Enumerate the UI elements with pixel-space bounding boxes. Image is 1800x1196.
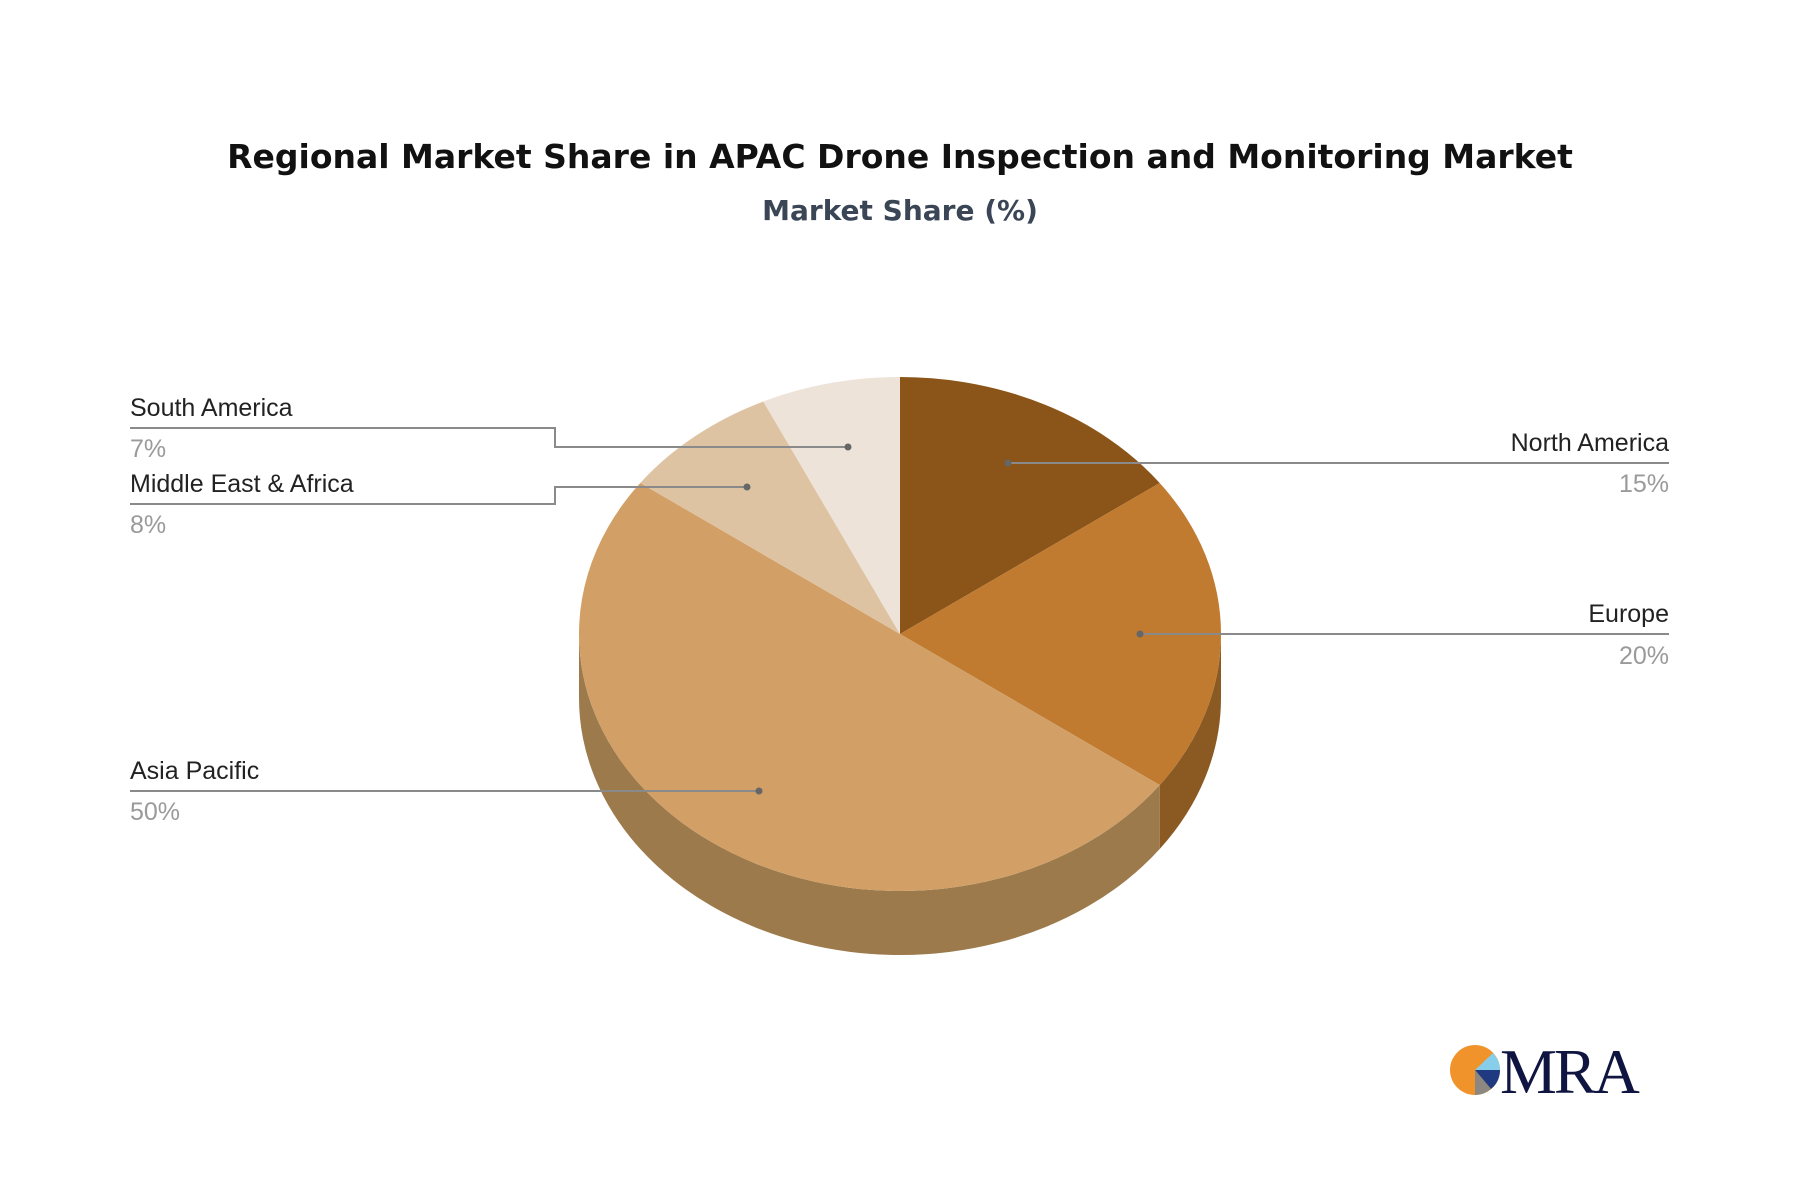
value-label-europe: 20% xyxy=(1619,642,1669,670)
value-label-north-america: 15% xyxy=(1619,470,1669,498)
slice-south-america[interactable] xyxy=(763,377,900,634)
leader-dot-middle-east-africa xyxy=(743,483,751,491)
logo-text: MRA xyxy=(1500,1036,1640,1107)
slice-north-america[interactable] xyxy=(900,377,1160,634)
slice-middle-east-africa[interactable] xyxy=(640,401,900,634)
label-middle-east-africa: Middle East & Africa xyxy=(130,470,354,498)
label-europe: Europe xyxy=(1588,600,1669,628)
slice-side-asia-pacific xyxy=(579,634,1160,955)
value-label-south-america: 7% xyxy=(130,435,166,463)
leader-dot-south-america xyxy=(844,443,852,451)
value-label-middle-east-africa: 8% xyxy=(130,511,166,539)
leader-dot-europe xyxy=(1136,630,1144,638)
slice-europe[interactable] xyxy=(900,482,1221,786)
label-south-america: South America xyxy=(130,394,293,422)
leader-dot-asia-pacific xyxy=(755,787,763,795)
label-north-america: North America xyxy=(1511,429,1669,457)
slice-side-europe xyxy=(1159,634,1221,850)
leader-line-south-america xyxy=(130,427,848,448)
chart-title: Regional Market Share in APAC Drone Insp… xyxy=(227,137,1573,176)
leader-dot-north-america xyxy=(1004,459,1012,467)
slice-asia-pacific[interactable] xyxy=(579,482,1160,891)
value-label-asia-pacific: 50% xyxy=(130,798,180,826)
leader-line-middle-east-africa xyxy=(130,486,747,505)
label-asia-pacific: Asia Pacific xyxy=(130,757,259,785)
mra-logo: MRA xyxy=(1450,1036,1643,1107)
chart-subtitle: Market Share (%) xyxy=(762,194,1038,227)
